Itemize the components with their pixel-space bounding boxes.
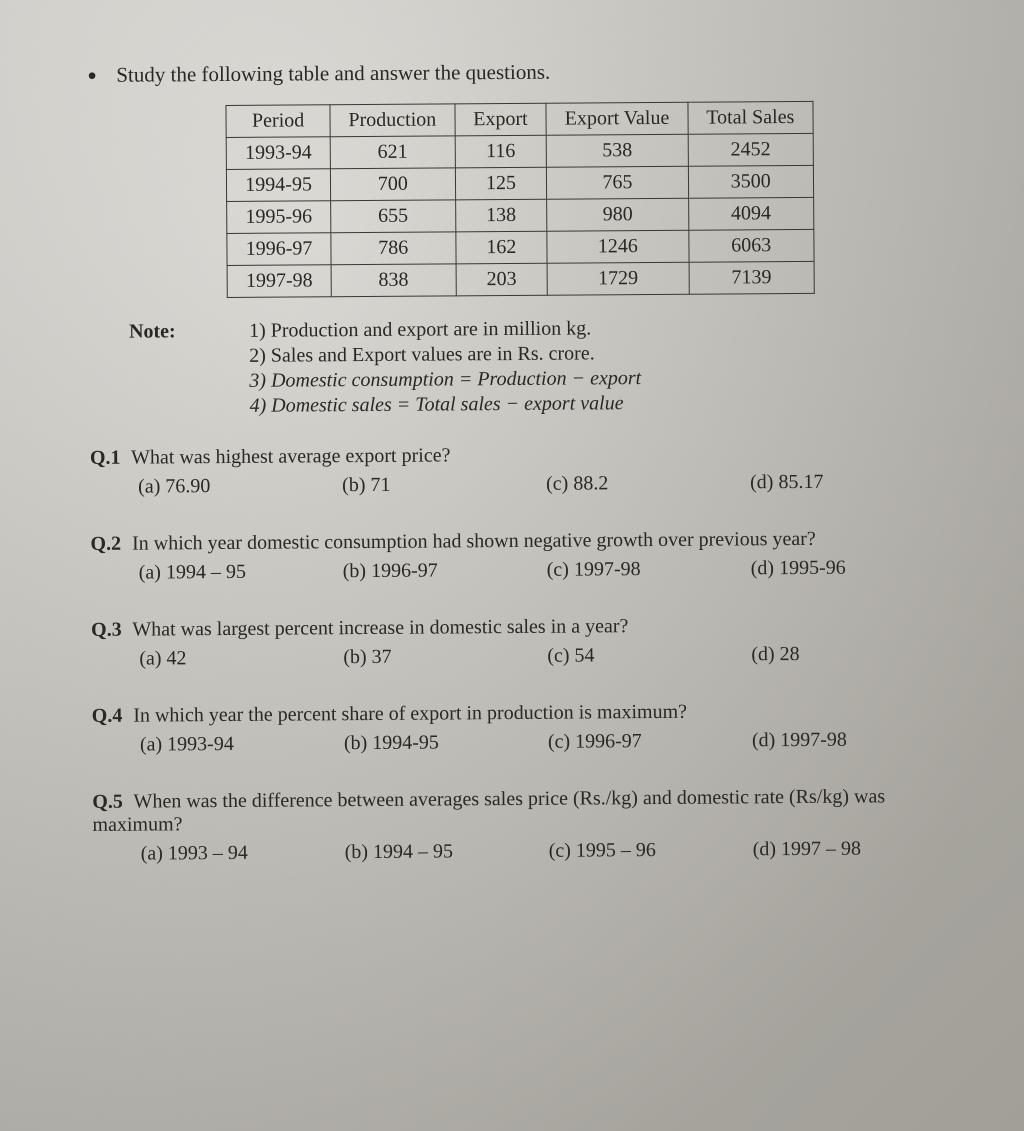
option-b: (b) 1994 – 95 bbox=[345, 840, 549, 864]
option-c: (c) 1995 – 96 bbox=[549, 838, 753, 862]
question-4: Q.4 In which year the percent share of e… bbox=[92, 699, 956, 757]
table-row: 1997-98 838 203 1729 7139 bbox=[227, 261, 814, 297]
cell: 1996-97 bbox=[227, 233, 331, 266]
question-text: In which year the percent share of expor… bbox=[133, 701, 687, 727]
option-a: (a) 1993 – 94 bbox=[141, 841, 345, 865]
note-items: 1) Production and export are in million … bbox=[249, 317, 641, 420]
cell: 4094 bbox=[688, 197, 813, 230]
question-number: Q.1 bbox=[90, 447, 121, 469]
options-row: (a) 76.90 (b) 71 (c) 88.2 (d) 85.17 bbox=[90, 470, 954, 499]
table-header-row: Period Production Export Export Value To… bbox=[226, 101, 813, 137]
cell: 1246 bbox=[547, 230, 689, 263]
option-d: (d) 85.17 bbox=[750, 470, 954, 494]
note-item: 2) Sales and Export values are in Rs. cr… bbox=[249, 342, 641, 368]
cell: 116 bbox=[455, 135, 547, 168]
cell: 138 bbox=[455, 199, 547, 232]
options-row: (a) 42 (b) 37 (c) 54 (d) 28 bbox=[91, 642, 955, 671]
note-item: 1) Production and export are in million … bbox=[249, 317, 641, 343]
question-number: Q.3 bbox=[91, 619, 122, 641]
note-block: Note: 1) Production and export are in mi… bbox=[129, 315, 954, 421]
question-text: What was highest average export price? bbox=[131, 444, 450, 468]
intro-line: • Study the following table and answer t… bbox=[87, 57, 951, 88]
option-a: (a) 1994 – 95 bbox=[139, 560, 343, 584]
options-row: (a) 1993-94 (b) 1994-95 (c) 1996-97 (d) … bbox=[92, 728, 956, 757]
option-c: (c) 1996-97 bbox=[548, 729, 752, 753]
question-stem: Q.3 What was largest percent increase in… bbox=[91, 613, 955, 642]
cell: 655 bbox=[331, 200, 456, 233]
question-stem: Q.5 When was the difference between aver… bbox=[92, 785, 956, 837]
option-c: (c) 1997-98 bbox=[547, 557, 751, 581]
cell: 621 bbox=[330, 136, 455, 169]
cell: 203 bbox=[456, 263, 548, 296]
cell: 700 bbox=[330, 168, 455, 201]
options-row: (a) 1994 – 95 (b) 1996-97 (c) 1997-98 (d… bbox=[91, 556, 955, 585]
col-export-value: Export Value bbox=[546, 102, 688, 135]
data-table: Period Production Export Export Value To… bbox=[226, 101, 815, 298]
cell: 1994-95 bbox=[227, 169, 331, 202]
option-b: (b) 1994-95 bbox=[344, 731, 548, 755]
option-d: (d) 1997-98 bbox=[752, 728, 956, 752]
question-text: What was largest percent increase in dom… bbox=[132, 615, 628, 640]
question-text: When was the difference between averages… bbox=[92, 785, 885, 836]
note-label: Note: bbox=[129, 320, 250, 421]
option-d: (d) 1997 – 98 bbox=[753, 837, 957, 861]
note-item: 3) Domestic consumption = Production − e… bbox=[249, 367, 641, 393]
cell: 1729 bbox=[547, 262, 689, 295]
options-row: (a) 1993 – 94 (b) 1994 – 95 (c) 1995 – 9… bbox=[93, 837, 957, 866]
question-3: Q.3 What was largest percent increase in… bbox=[91, 613, 955, 671]
question-stem: Q.4 In which year the percent share of e… bbox=[92, 699, 956, 728]
option-a: (a) 1993-94 bbox=[140, 732, 344, 756]
option-c: (c) 88.2 bbox=[546, 471, 750, 495]
cell: 125 bbox=[455, 167, 547, 200]
question-5: Q.5 When was the difference between aver… bbox=[92, 785, 957, 866]
cell: 765 bbox=[547, 166, 689, 199]
col-period: Period bbox=[226, 105, 330, 138]
question-stem: Q.1 What was highest average export pric… bbox=[90, 441, 954, 470]
option-d: (d) 1995-96 bbox=[751, 556, 955, 580]
table-row: 1993-94 621 116 538 2452 bbox=[226, 133, 813, 169]
question-text: In which year domestic consumption had s… bbox=[132, 528, 816, 555]
table-row: 1995-96 655 138 980 4094 bbox=[227, 197, 814, 233]
cell: 6063 bbox=[689, 229, 814, 262]
cell: 980 bbox=[547, 198, 689, 231]
question-stem: Q.2 In which year domestic consumption h… bbox=[90, 527, 954, 556]
question-number: Q.2 bbox=[90, 533, 121, 555]
option-d: (d) 28 bbox=[751, 642, 955, 666]
cell: 7139 bbox=[689, 261, 814, 294]
note-item: 4) Domestic sales = Total sales − export… bbox=[249, 392, 641, 418]
bullet-icon: • bbox=[87, 61, 97, 92]
worksheet-page: • Study the following table and answer t… bbox=[0, 0, 1024, 941]
question-2: Q.2 In which year domestic consumption h… bbox=[90, 527, 954, 585]
cell: 786 bbox=[331, 232, 456, 265]
cell: 2452 bbox=[688, 133, 813, 166]
table-row: 1994-95 700 125 765 3500 bbox=[227, 165, 814, 201]
col-total-sales: Total Sales bbox=[688, 101, 813, 134]
option-b: (b) 37 bbox=[343, 645, 547, 669]
table-row: 1996-97 786 162 1246 6063 bbox=[227, 229, 814, 265]
option-c: (c) 54 bbox=[547, 643, 751, 667]
cell: 162 bbox=[456, 231, 548, 264]
option-b: (b) 1996-97 bbox=[343, 559, 547, 583]
col-export: Export bbox=[455, 103, 547, 136]
option-a: (a) 76.90 bbox=[138, 474, 342, 498]
question-1: Q.1 What was highest average export pric… bbox=[90, 441, 954, 499]
cell: 3500 bbox=[688, 165, 813, 198]
cell: 538 bbox=[546, 134, 688, 167]
cell: 1997-98 bbox=[227, 265, 331, 298]
cell: 1995-96 bbox=[227, 201, 331, 234]
col-production: Production bbox=[330, 104, 455, 137]
intro-text: Study the following table and answer the… bbox=[116, 60, 550, 87]
cell: 1993-94 bbox=[226, 137, 330, 170]
option-a: (a) 42 bbox=[139, 646, 343, 670]
question-number: Q.5 bbox=[92, 791, 123, 813]
question-number: Q.4 bbox=[92, 705, 123, 727]
cell: 838 bbox=[331, 264, 456, 297]
option-b: (b) 71 bbox=[342, 473, 546, 497]
